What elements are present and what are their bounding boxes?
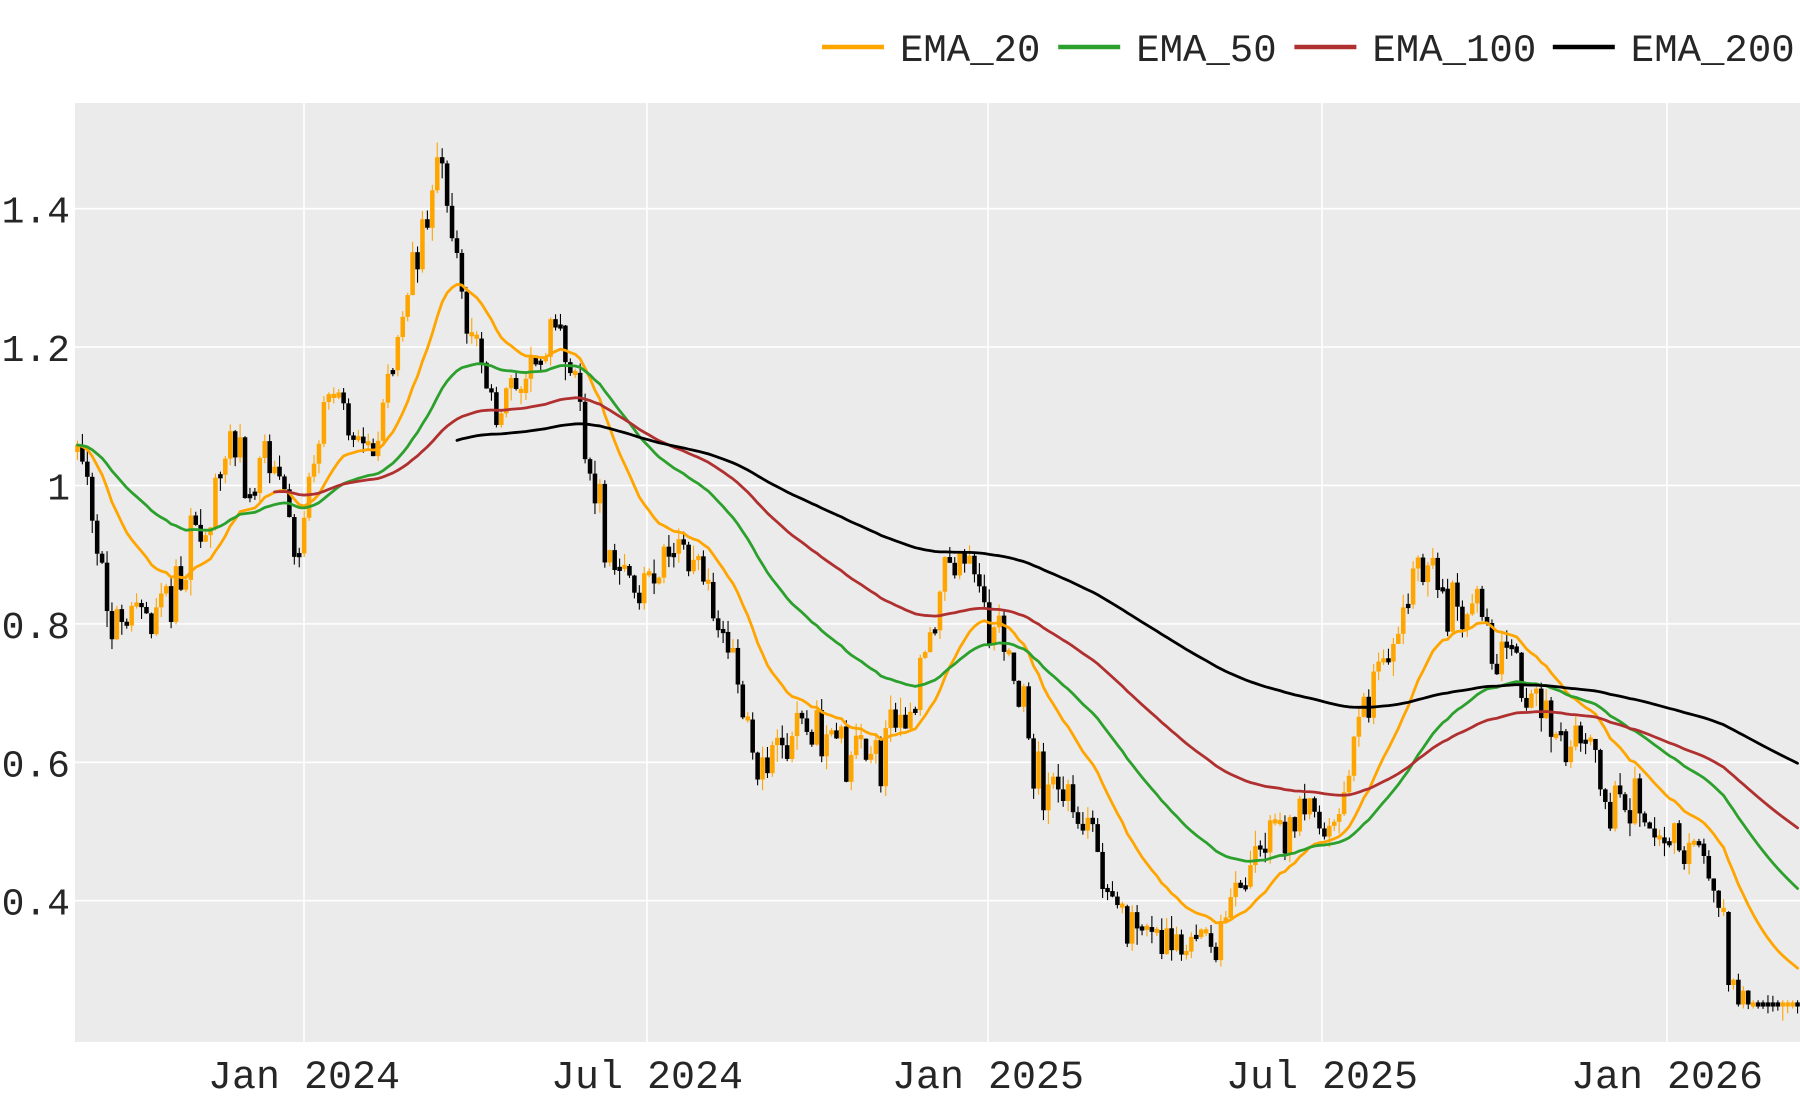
svg-text:EMA_20: EMA_20 [900, 29, 1040, 73]
svg-text:1.2: 1.2 [2, 330, 70, 373]
svg-text:Jul 2024: Jul 2024 [551, 1056, 743, 1100]
svg-text:EMA_200: EMA_200 [1631, 29, 1795, 73]
svg-text:0.6: 0.6 [2, 745, 70, 788]
svg-text:EMA_100: EMA_100 [1372, 29, 1536, 73]
svg-text:Jan 2025: Jan 2025 [892, 1056, 1084, 1100]
svg-text:1.4: 1.4 [2, 192, 70, 235]
svg-text:EMA_50: EMA_50 [1136, 29, 1276, 73]
svg-text:Jul 2025: Jul 2025 [1226, 1056, 1418, 1100]
svg-text:0.4: 0.4 [2, 884, 70, 927]
svg-text:1: 1 [47, 468, 70, 511]
svg-text:Jan 2026: Jan 2026 [1571, 1056, 1763, 1100]
svg-text:0.8: 0.8 [2, 607, 70, 650]
svg-text:Jan 2024: Jan 2024 [208, 1056, 400, 1100]
